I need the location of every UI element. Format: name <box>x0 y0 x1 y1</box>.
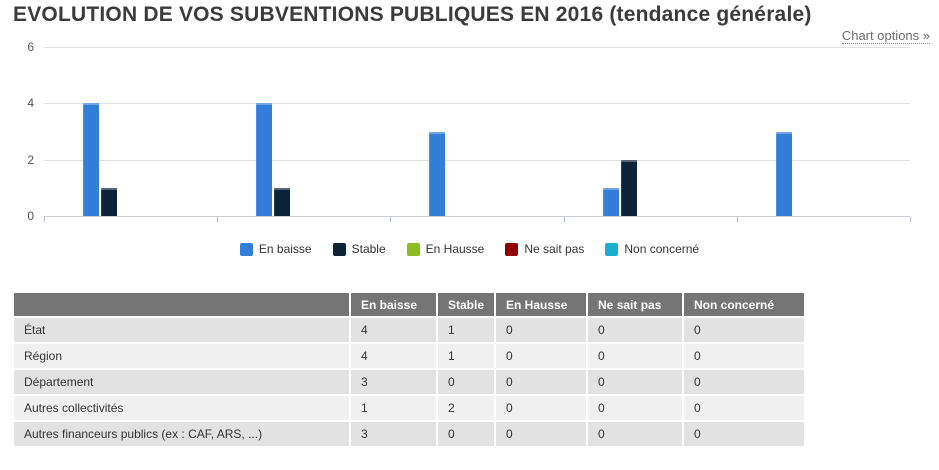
row-value: 2 <box>438 396 495 420</box>
legend-item-en-hausse[interactable]: En Hausse <box>406 242 485 256</box>
bar-en-baisse-3 <box>602 187 619 216</box>
row-value: 0 <box>496 318 587 342</box>
bar-en-baisse-2 <box>429 131 446 216</box>
results-table-wrap: En baisse Stable En Hausse Ne sait pas Non c… <box>12 291 806 448</box>
row-value: 4 <box>351 344 436 368</box>
legend-label: Non concerné <box>624 242 700 256</box>
chart-options-link[interactable]: Chart options » <box>841 28 930 44</box>
x-axis-tick <box>563 217 565 222</box>
row-value: 0 <box>684 396 805 420</box>
bar-en-baisse-4 <box>775 131 792 216</box>
table-header-ne-sait-pas: Ne sait pas <box>588 293 683 316</box>
row-value: 0 <box>684 318 805 342</box>
row-value: 0 <box>684 370 805 394</box>
row-label: Région <box>14 344 349 368</box>
x-axis-tick <box>44 217 45 222</box>
bar-stable-0 <box>101 187 117 216</box>
row-value: 0 <box>496 370 587 394</box>
gridline-y6 <box>44 47 910 48</box>
row-value: 0 <box>588 370 683 394</box>
table-row: État 4 1 0 0 0 <box>14 318 805 342</box>
row-value: 3 <box>351 370 436 394</box>
legend-label: Stable <box>351 242 386 256</box>
legend-label: Ne sait pas <box>524 242 585 256</box>
table-row: Département 3 0 0 0 0 <box>14 370 805 394</box>
bar-chart: 0 2 4 6 En baisse Stable En Hausse Ne sait pas… <box>0 40 939 256</box>
legend-swatch-icon <box>239 243 253 256</box>
legend-swatch-icon <box>406 243 420 256</box>
gridline-y0 <box>44 216 910 217</box>
row-value: 0 <box>438 370 495 394</box>
bar-en-baisse-1 <box>256 103 273 216</box>
row-value: 0 <box>588 396 683 420</box>
row-value: 3 <box>351 422 436 446</box>
table-row: Région 4 1 0 0 0 <box>14 344 805 368</box>
row-value: 0 <box>684 422 805 446</box>
table-row: Autres financeurs publics (ex : CAF, ARS… <box>14 422 805 446</box>
row-value: 4 <box>351 318 436 342</box>
row-value: 0 <box>496 396 587 420</box>
row-value: 0 <box>496 344 587 368</box>
bar-stable-3 <box>620 159 637 216</box>
row-label: Autres collectivités <box>14 396 349 420</box>
row-value: 1 <box>438 318 495 342</box>
table-header-non-concerné: Non concerné <box>684 293 805 316</box>
row-value: 0 <box>588 344 683 368</box>
x-axis-tick <box>390 217 392 222</box>
table-body: État 4 1 0 0 0 Région 4 1 0 0 0 Département 3 0 0 0 0 Autr… <box>14 318 805 446</box>
bar-stable-1 <box>274 187 291 216</box>
legend-item-non-concerné[interactable]: Non concerné <box>605 243 699 256</box>
legend-label: En baisse <box>258 242 312 256</box>
gridline-y2 <box>44 159 910 161</box>
row-label: Département <box>14 370 349 394</box>
y-axis-label: 6 <box>27 40 34 54</box>
row-label: État <box>14 318 349 342</box>
table-header-stable: Stable <box>438 293 495 316</box>
y-axis-label: 2 <box>27 152 34 167</box>
table-header-en-hausse: En Hausse <box>496 293 587 316</box>
row-value: 0 <box>684 344 805 368</box>
table-header-row: En baisse Stable En Hausse Ne sait pas Non c… <box>14 293 805 316</box>
legend-swatch-icon <box>605 243 619 256</box>
legend-swatch-icon <box>505 243 519 256</box>
legend-swatch-icon <box>332 243 346 256</box>
row-value: 0 <box>438 422 495 446</box>
legend-item-stable[interactable]: Stable <box>332 242 386 256</box>
table-header-en-baisse: En baisse <box>351 293 436 316</box>
row-value: 0 <box>588 318 683 342</box>
chart-legend: En baisse Stable En Hausse Ne sait pas Non c… <box>0 243 939 256</box>
page-title: EVOLUTION DE VOS SUBVENTIONS PUBLIQUES E… <box>13 3 812 26</box>
legend-item-ne-sait-pas[interactable]: Ne sait pas <box>505 243 584 256</box>
row-value: 1 <box>351 396 436 420</box>
bar-en-baisse-0 <box>83 103 99 216</box>
results-table: En baisse Stable En Hausse Ne sait pas Non c… <box>12 291 806 448</box>
table-row: Autres collectivités 1 2 0 0 0 <box>14 396 805 420</box>
x-axis-tick <box>736 217 738 222</box>
row-value: 0 <box>496 422 587 446</box>
x-axis-tick <box>910 217 911 222</box>
row-value: 0 <box>588 422 683 446</box>
legend-label: En Hausse <box>425 242 485 256</box>
row-label: Autres financeurs publics (ex : CAF, ARS… <box>14 422 349 446</box>
table-header-empty <box>14 293 349 316</box>
y-axis-label: 4 <box>27 96 34 111</box>
legend-item-en-baisse[interactable]: En baisse <box>239 242 312 256</box>
row-value: 1 <box>438 344 495 368</box>
x-axis-tick <box>217 217 219 222</box>
y-axis-label: 0 <box>27 209 34 223</box>
gridline-y4 <box>44 103 910 105</box>
